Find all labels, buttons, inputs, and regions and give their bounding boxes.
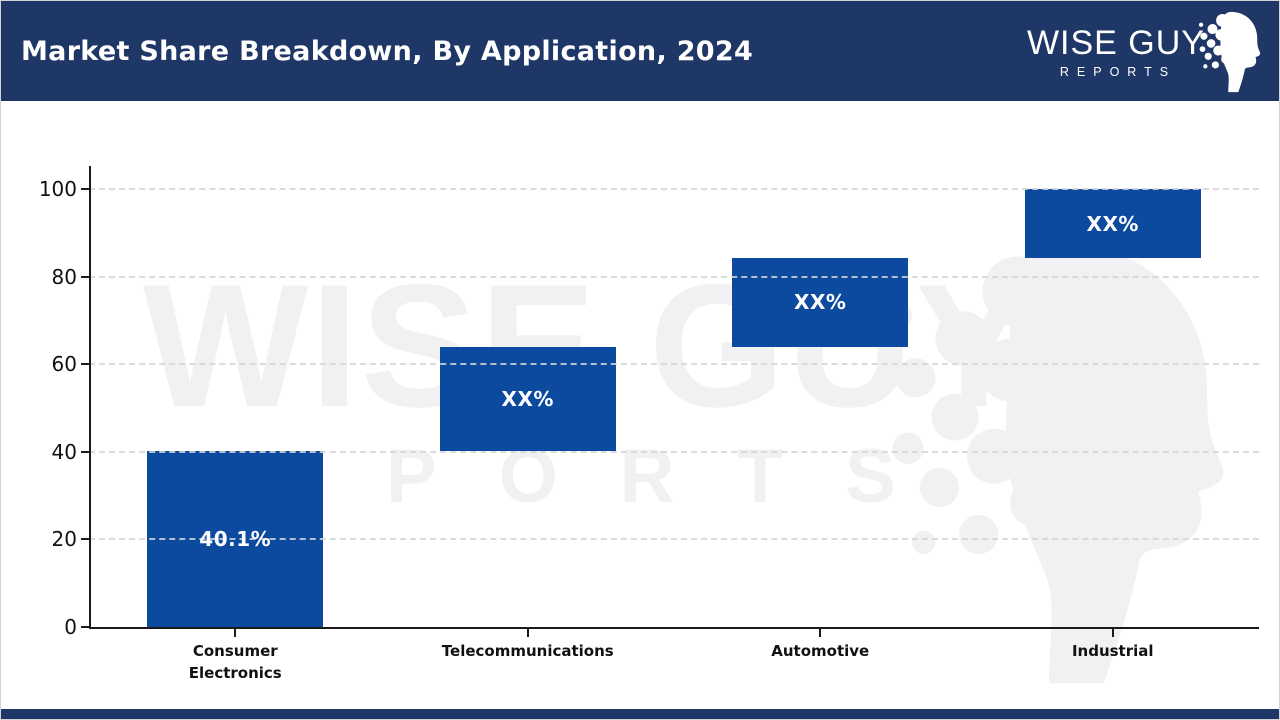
gridline-100: [89, 188, 1259, 190]
gridline-20: [89, 538, 1259, 541]
y-tick-0: [81, 626, 89, 628]
x-tick-3: [1111, 629, 1114, 637]
bar-automotive: [732, 258, 909, 347]
bar-value-label: XX%: [794, 290, 847, 315]
y-tick-label-20: 20: [51, 527, 77, 552]
y-tick-40: [81, 450, 89, 453]
bar-industrial: [1024, 189, 1201, 259]
brand-name: WISE GUY: [1026, 23, 1205, 62]
y-tick-label-40: 40: [51, 439, 77, 464]
x-tick-1: [526, 629, 529, 637]
y-tick-20: [81, 538, 89, 541]
footer-band: [1, 709, 1279, 719]
head-profile-icon: [1198, 11, 1261, 93]
header-band: Market Share Breakdown, By Application, …: [1, 1, 1279, 101]
bar-value-label: XX%: [501, 387, 554, 412]
y-tick-label-0: 0: [64, 615, 77, 639]
y-tick-80: [81, 275, 89, 278]
gridline-60: [89, 363, 1259, 366]
y-tick-label-80: 80: [51, 264, 77, 289]
brand-subname: REPORTS: [1059, 64, 1177, 79]
brand-logo: WISE GUY REPORTS: [1027, 7, 1263, 97]
x-tick-0: [234, 629, 237, 637]
gridline-40: [89, 450, 1259, 453]
bar-value-label: XX%: [1086, 211, 1139, 236]
x-category-label: Industrial: [1071, 642, 1154, 660]
gridline-80: [89, 275, 1259, 278]
x-category-label: Telecommunications: [441, 642, 614, 660]
bar-value-label: 40.1%: [199, 527, 272, 552]
y-axis-line: [89, 166, 91, 629]
y-tick-label-60: 60: [51, 352, 77, 377]
page-title: Market Share Breakdown, By Application, …: [21, 35, 754, 67]
y-tick-100: [81, 188, 89, 190]
x-category-label: Automotive: [771, 642, 870, 660]
x-tick-2: [819, 629, 822, 637]
x-category-label: Consumer Electronics: [188, 642, 282, 682]
y-tick-60: [81, 363, 89, 366]
watermark-head-icon: [888, 244, 1224, 684]
y-tick-label-100: 100: [38, 177, 77, 201]
brand-logo-text: WISE GUY REPORTS: [1027, 26, 1205, 79]
x-axis-line: [89, 627, 1259, 629]
